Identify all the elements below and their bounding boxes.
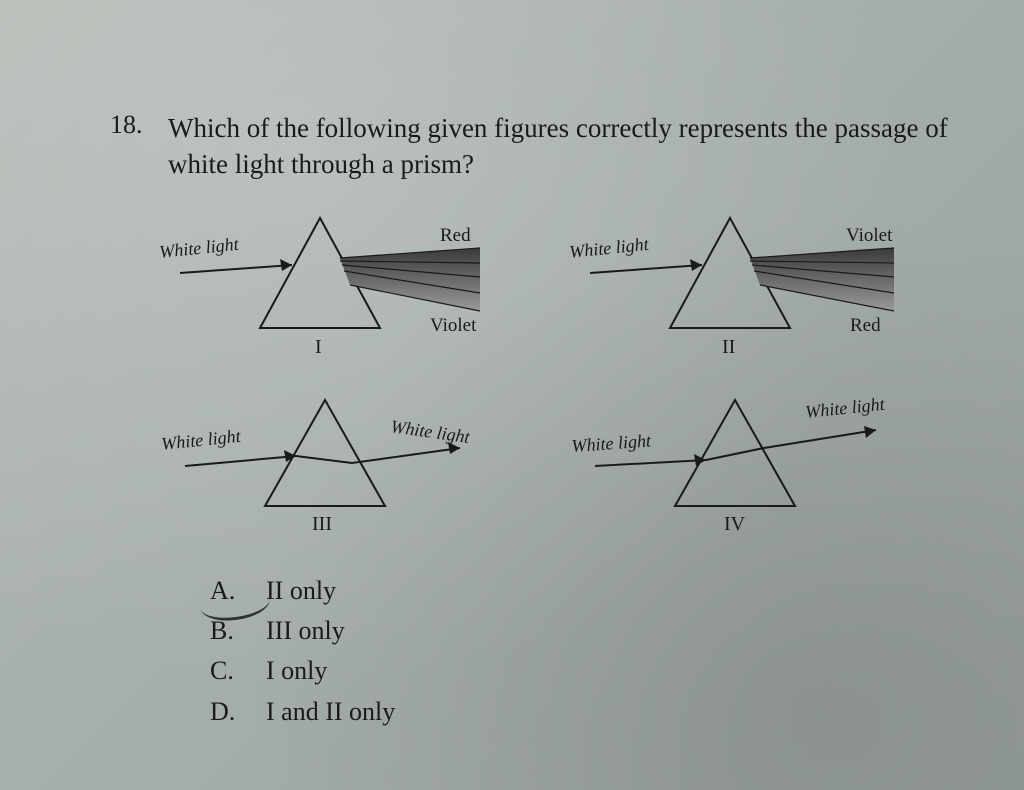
- roman-label: IV: [724, 513, 746, 535]
- input-label: White light: [568, 234, 650, 262]
- incident-ray: [185, 456, 296, 466]
- question-text: Which of the following given figures cor…: [168, 110, 948, 183]
- incident-ray: [590, 265, 702, 273]
- arrow-head-icon: [280, 259, 292, 271]
- out-label: White light: [804, 394, 886, 422]
- out-label: White light: [389, 416, 471, 447]
- option-letter: C.: [210, 651, 248, 691]
- options-list: A. II only B. III only C. I only D. I an…: [210, 571, 954, 732]
- option-letter: B.: [210, 611, 248, 651]
- diagram-1: White light Red Violet I: [140, 203, 510, 373]
- top-out-label: Red: [440, 225, 471, 246]
- input-label: White light: [158, 234, 240, 262]
- internal-ray: [296, 456, 352, 463]
- question-number: 18.: [110, 110, 150, 183]
- diagram-2: White light Violet Red II: [550, 203, 920, 373]
- spectrum: [340, 248, 480, 311]
- input-label: White light: [160, 426, 242, 454]
- internal-ray: [706, 448, 764, 460]
- prism: [265, 400, 385, 506]
- option-a: A. II only: [210, 571, 954, 611]
- option-text: I and II only: [266, 692, 395, 732]
- top-out-label: Violet: [846, 225, 893, 246]
- roman-label: I: [315, 336, 322, 358]
- option-text: II only: [266, 571, 336, 611]
- diagram-3: White light White light III: [140, 383, 510, 553]
- option-letter: D.: [210, 692, 248, 732]
- roman-label: III: [312, 513, 332, 535]
- bottom-out-label: Red: [850, 315, 881, 336]
- diagram-grid: White light Red Violet I: [140, 203, 900, 553]
- option-text: I only: [266, 651, 327, 691]
- page: 18. Which of the following given figures…: [0, 0, 1024, 790]
- input-label: White light: [571, 430, 653, 456]
- emergent-ray: [352, 448, 460, 463]
- arrow-head-icon: [864, 426, 876, 438]
- incident-ray: [595, 460, 706, 466]
- roman-label: II: [722, 336, 735, 358]
- bottom-out-label: Violet: [430, 315, 477, 336]
- option-c: C. I only: [210, 651, 954, 691]
- option-text: III only: [266, 611, 345, 651]
- incident-ray: [180, 265, 292, 273]
- option-b: B. III only: [210, 611, 954, 651]
- option-letter: A.: [210, 571, 248, 611]
- spectrum: [750, 248, 894, 311]
- arrow-head-icon: [690, 259, 702, 271]
- emergent-ray: [764, 430, 876, 448]
- diagram-4: White light White light IV: [550, 383, 920, 553]
- option-d: D. I and II only: [210, 692, 954, 732]
- question-row: 18. Which of the following given figures…: [110, 110, 954, 183]
